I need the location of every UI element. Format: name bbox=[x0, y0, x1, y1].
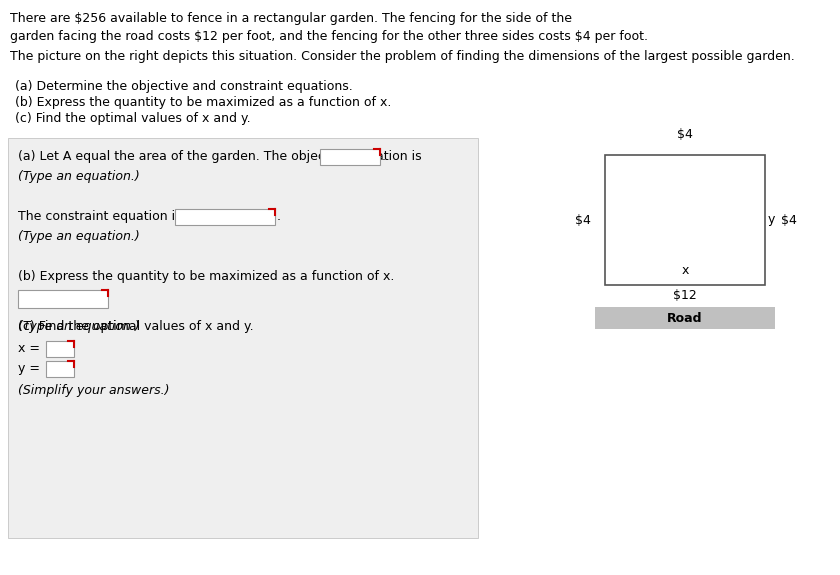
Text: x =: x = bbox=[18, 342, 40, 355]
Text: There are \$256 available to fence in a rectangular garden. The fencing for the : There are \$256 available to fence in a … bbox=[10, 12, 572, 25]
Text: The picture on the right depicts this situation. Consider the problem of finding: The picture on the right depicts this si… bbox=[10, 50, 795, 63]
Text: Road: Road bbox=[667, 312, 703, 324]
Text: \$4: \$4 bbox=[575, 213, 591, 227]
Text: (b) Express the quantity to be maximized as a function of x.: (b) Express the quantity to be maximized… bbox=[18, 270, 394, 283]
Bar bbox=[605, 155, 765, 285]
Text: \$4: \$4 bbox=[677, 128, 693, 141]
Text: \$12: \$12 bbox=[673, 289, 697, 302]
Bar bbox=[46, 341, 74, 357]
Text: x: x bbox=[681, 264, 689, 277]
Text: garden facing the road costs \$12 per foot, and the fencing for the other three : garden facing the road costs \$12 per fo… bbox=[10, 30, 648, 43]
Text: (b) Express the quantity to be maximized as a function of x.: (b) Express the quantity to be maximized… bbox=[15, 96, 391, 109]
Text: (Type an equation.): (Type an equation.) bbox=[18, 320, 139, 333]
Text: (Type an equation.): (Type an equation.) bbox=[18, 170, 139, 183]
Bar bbox=[8, 138, 478, 538]
Text: y: y bbox=[768, 213, 775, 227]
Text: (a) Determine the objective and constraint equations.: (a) Determine the objective and constrai… bbox=[15, 80, 353, 93]
Bar bbox=[320, 149, 380, 165]
Text: (Simplify your answers.): (Simplify your answers.) bbox=[18, 384, 170, 397]
Text: y =: y = bbox=[18, 362, 40, 375]
Text: (a) Let A equal the area of the garden. The objective equation is: (a) Let A equal the area of the garden. … bbox=[18, 150, 422, 163]
Bar bbox=[18, 290, 108, 308]
Bar bbox=[46, 361, 74, 377]
Text: (Type an equation.): (Type an equation.) bbox=[18, 230, 139, 243]
Text: .: . bbox=[382, 150, 386, 163]
Text: (c) Find the optimal values of x and y.: (c) Find the optimal values of x and y. bbox=[18, 320, 254, 333]
Bar bbox=[175, 209, 275, 225]
Text: .: . bbox=[277, 210, 281, 223]
Text: The constraint equation is: The constraint equation is bbox=[18, 210, 181, 223]
Text: \$4: \$4 bbox=[781, 213, 797, 227]
Bar bbox=[595, 307, 775, 329]
Text: (c) Find the optimal values of x and y.: (c) Find the optimal values of x and y. bbox=[15, 112, 250, 125]
